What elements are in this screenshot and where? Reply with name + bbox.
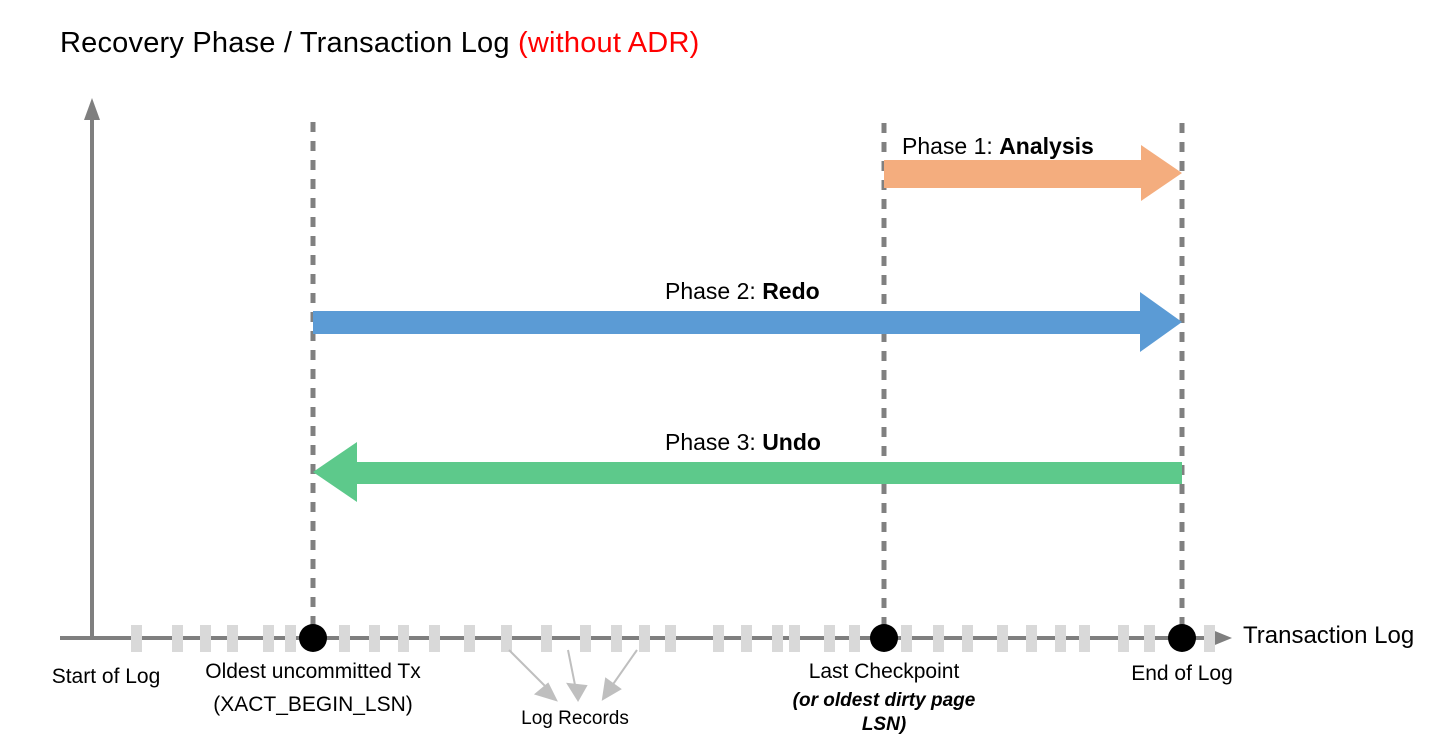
phase-3-undo-arrow	[313, 442, 1182, 502]
axis-marker-dots	[299, 624, 1196, 652]
x-axis-label: Transaction Log	[1243, 622, 1415, 649]
guide-lines	[310, 122, 1185, 638]
log-records-annotation: Log Records	[521, 708, 629, 729]
phase-2-label-prefix: Phase 2:	[665, 278, 763, 304]
phase-1-label: Phase 1: Analysis	[902, 133, 1094, 160]
phase-2-redo-arrow	[313, 292, 1182, 352]
phase-1-analysis-arrow	[884, 145, 1182, 201]
log-record-marks	[131, 625, 1215, 652]
marker-label-end-of-log: End of Log	[1131, 662, 1233, 685]
marker-sublabel-last-checkpoint-line2: LSN)	[861, 714, 907, 735]
phase-3-label-name: Undo	[762, 429, 821, 455]
page-title-main: Recovery Phase / Transaction Log	[60, 27, 518, 59]
marker-sublabel-last-checkpoint-line1: (or oldest dirty page	[792, 690, 976, 711]
dot-end-of-log	[1168, 624, 1196, 652]
phase-1-label-prefix: Phase 1:	[902, 133, 1000, 159]
dot-last-checkpoint	[870, 624, 898, 652]
marker-sublabel-oldest-uncommitted-tx: (XACT_BEGIN_LSN)	[213, 693, 413, 716]
phase-2-label: Phase 2: Redo	[665, 278, 820, 305]
log-record-leader-lines	[508, 649, 638, 702]
marker-label-oldest-uncommitted-tx: Oldest uncommitted Tx	[205, 660, 421, 683]
phase-3-label-prefix: Phase 3:	[665, 429, 763, 455]
page-title: Recovery Phase / Transaction Log (withou…	[60, 27, 699, 60]
phase-3-label: Phase 3: Undo	[665, 429, 821, 456]
dot-oldest-uncommitted-tx	[299, 624, 327, 652]
y-axis	[84, 98, 100, 638]
marker-label-last-checkpoint: Last Checkpoint	[808, 660, 960, 683]
marker-label-start-of-log: Start of Log	[51, 665, 161, 688]
phase-2-label-name: Redo	[762, 278, 820, 304]
phase-1-label-name: Analysis	[999, 133, 1094, 159]
page-title-suffix: (without ADR)	[517, 27, 700, 59]
